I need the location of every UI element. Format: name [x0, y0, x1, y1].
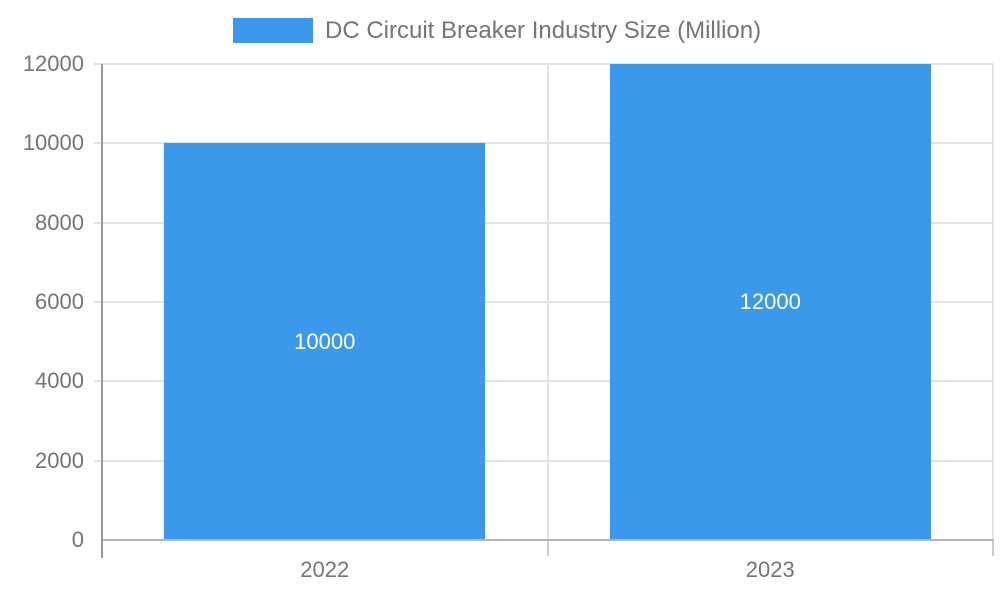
y-axis-tick-label: 2000	[35, 447, 84, 473]
x-axis-line	[101, 539, 993, 541]
gridline-horizontal	[94, 221, 993, 224]
gridline-horizontal	[94, 459, 993, 462]
y-axis-tick-label: 10000	[22, 130, 84, 156]
x-axis-tick	[546, 540, 549, 556]
legend-swatch	[233, 18, 313, 43]
gridline-horizontal	[94, 380, 993, 383]
bar-value-label: 10000	[294, 328, 356, 354]
gridline-vertical	[546, 64, 549, 540]
gridline-horizontal	[94, 142, 993, 145]
gridline-horizontal	[94, 301, 993, 303]
gridline-horizontal	[94, 63, 993, 65]
y-axis-line	[101, 64, 103, 558]
y-axis-tick-label: 0	[71, 527, 84, 552]
x-axis-tick-label: 2022	[300, 557, 350, 582]
y-axis-tick-label: 4000	[35, 368, 84, 394]
y-axis-tick-label: 8000	[35, 209, 84, 235]
y-axis-tick-label: 6000	[35, 289, 84, 314]
x-axis-tick	[992, 540, 994, 556]
legend-title: DC Circuit Breaker Industry Size (Millio…	[325, 17, 762, 44]
x-axis-tick-label: 2023	[745, 557, 795, 582]
bar[interactable]	[609, 64, 931, 540]
bar-value-label: 12000	[739, 289, 801, 314]
bar[interactable]	[164, 143, 486, 540]
legend: DC Circuit Breaker Industry Size (Millio…	[233, 18, 761, 43]
y-axis-tick-label: 12000	[22, 51, 84, 76]
gridline-vertical	[992, 64, 994, 540]
